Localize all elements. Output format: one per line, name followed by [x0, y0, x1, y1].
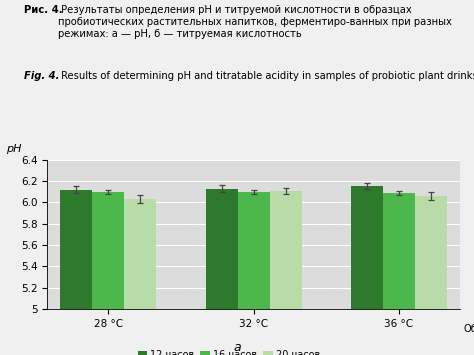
Bar — [92, 192, 124, 309]
Bar — [351, 186, 383, 309]
Text: Рис. 4.: Рис. 4. — [24, 5, 62, 15]
Bar — [415, 196, 447, 309]
Bar — [206, 189, 237, 309]
Bar — [270, 191, 301, 309]
Text: pH: pH — [6, 144, 22, 154]
Bar — [61, 190, 92, 309]
Bar — [383, 193, 415, 309]
Text: Fig. 4.: Fig. 4. — [24, 71, 59, 81]
Text: Результаты определения pH и титруемой кислотности в образцах пробиотических раст: Результаты определения pH и титруемой ки… — [58, 5, 452, 39]
Legend: 12 часов, 16 часов, 20 часов: 12 часов, 16 часов, 20 часов — [134, 346, 324, 355]
Text: a: a — [233, 342, 241, 354]
Text: Образцы: Образцы — [464, 324, 474, 334]
Text: Results of determining pH and titratable acidity in samples of probiotic plant d: Results of determining pH and titratable… — [58, 71, 474, 81]
Bar — [237, 192, 270, 309]
Bar — [124, 199, 156, 309]
